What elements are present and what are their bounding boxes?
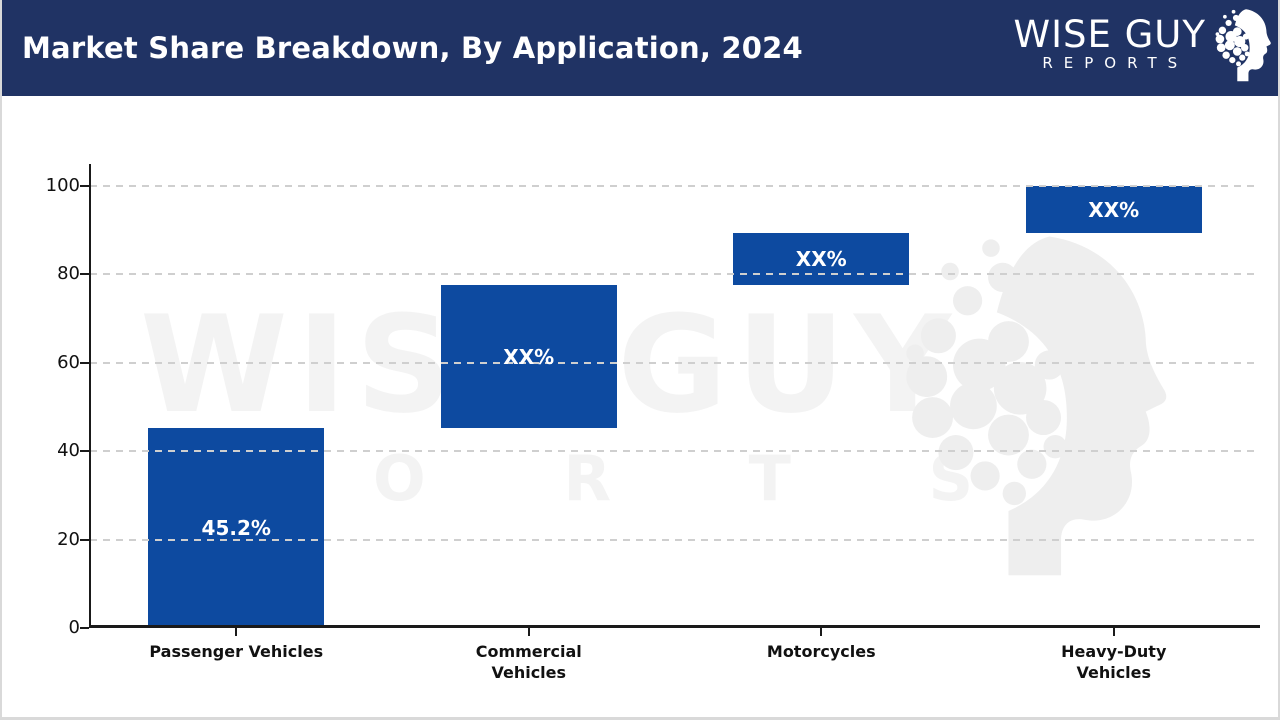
y-axis-tick-marks — [80, 185, 89, 629]
y-tick-mark-20 — [80, 538, 89, 541]
logo-wiseguy-text: WISE GUY — [1013, 12, 1206, 56]
y-tick-label-60: 60 — [57, 351, 80, 373]
y-tick-label-100: 100 — [45, 175, 80, 196]
gridline-80 — [90, 273, 1260, 276]
y-tick-label-0: 0 — [68, 617, 80, 638]
bar-value-label-heavy-duty-vehicles: XX% — [1088, 197, 1140, 222]
gridline-20 — [90, 538, 1260, 541]
bar-passenger-vehicles — [148, 428, 325, 628]
x-tick-mark-commercial-vehicles — [527, 628, 530, 636]
gridline-60 — [90, 361, 1260, 364]
plot-area: 45.2% XX% XX% XX% — [90, 185, 1260, 628]
y-tick-label-20: 20 — [57, 528, 80, 550]
header-bar: Market Share Breakdown, By Application, … — [2, 0, 1278, 96]
x-category-label-motorcycles: Motorcycles — [766, 642, 876, 661]
bar-value-label-motorcycles: XX% — [795, 247, 847, 272]
wise-guy-reports-logo: WISE GUY REPORTS — [1014, 6, 1272, 82]
y-tick-mark-40 — [80, 450, 89, 453]
logo-head-icon — [1215, 9, 1271, 82]
bar-heavy-duty-vehicles — [1025, 186, 1202, 234]
x-axis-line — [89, 625, 1260, 628]
y-tick-mark-60 — [80, 361, 89, 364]
x-tick-mark-motorcycles — [820, 628, 823, 636]
bar-motorcycles — [733, 233, 910, 286]
x-category-label-commercial-vehicles: Commercial Vehicles — [475, 642, 582, 682]
bar-value-label-passenger-vehicles: 45.2% — [201, 516, 271, 541]
x-axis-category-labels: Passenger Vehicles Commercial Vehicles Mot… — [90, 641, 1260, 701]
x-category-label-heavy-duty-vehicles: Heavy-Duty Vehicles — [1061, 642, 1167, 682]
y-tick-mark-0 — [80, 627, 89, 629]
y-axis-tick-labels: 0 20 40 60 80 100 — [2, 175, 80, 638]
x-tick-mark-passenger-vehicles — [235, 628, 238, 636]
y-tick-mark-80 — [80, 273, 89, 276]
watermark-head-graphic — [906, 236, 1167, 576]
y-tick-mark-100 — [80, 185, 89, 187]
y-tick-label-80: 80 — [57, 263, 80, 285]
x-tick-mark-heavy-duty-vehicles — [1112, 628, 1115, 636]
y-axis-line — [89, 164, 91, 628]
gridline-40 — [90, 450, 1260, 453]
logo-reports-text: REPORTS — [1042, 54, 1189, 73]
x-category-label-passenger-vehicles: Passenger Vehicles — [149, 642, 324, 661]
bar-value-label-commercial-vehicles: XX% — [503, 344, 555, 369]
gridline-100 — [90, 185, 1260, 187]
chart-title: Market Share Breakdown, By Application, … — [22, 31, 803, 65]
bar-commercial-vehicles — [440, 285, 617, 429]
y-tick-label-40: 40 — [57, 440, 80, 462]
